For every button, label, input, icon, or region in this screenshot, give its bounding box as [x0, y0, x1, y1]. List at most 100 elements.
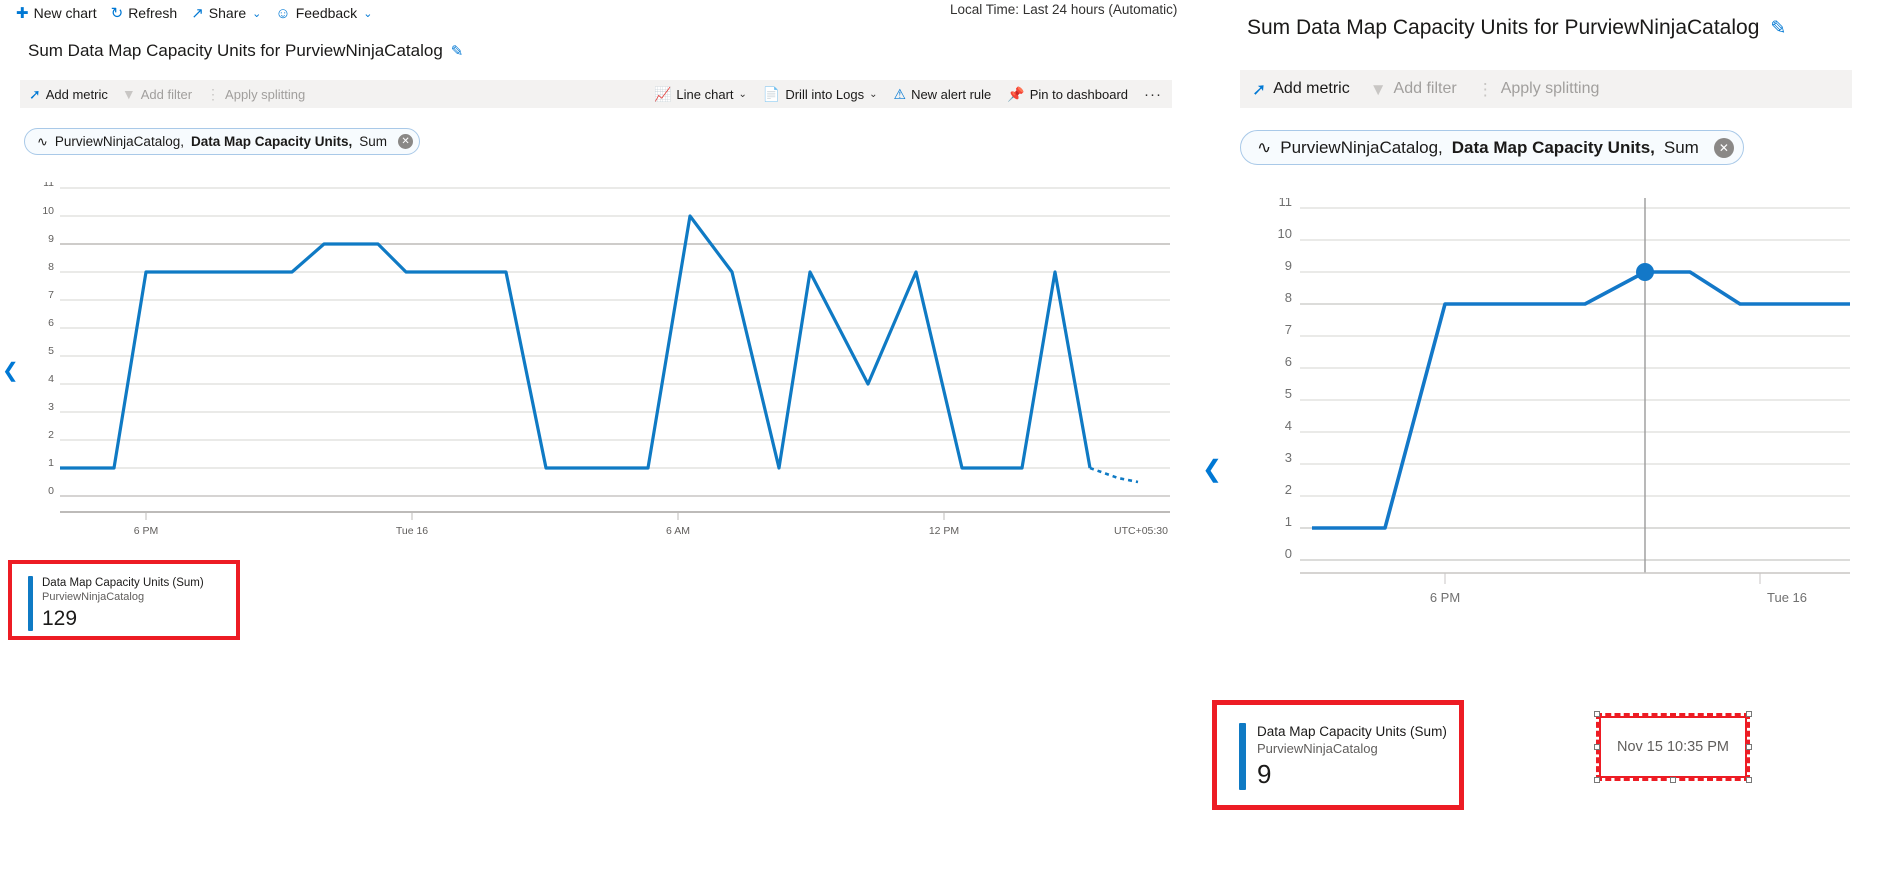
svg-text:7: 7: [48, 289, 54, 301]
add-metric-button[interactable]: ➚ Add metric: [1252, 80, 1350, 98]
add-filter-icon: ▼: [1369, 79, 1387, 99]
add-filter-button[interactable]: ▼ Add filter: [1370, 80, 1457, 98]
feedback-smiley-icon: ☺: [275, 4, 291, 22]
svg-text:1: 1: [1285, 514, 1292, 529]
right-chart[interactable]: 11 10 9 8 7 6 5 4 3 2 1 0: [1240, 194, 1852, 608]
legend-title: Data Map Capacity Units (Sum): [1257, 724, 1447, 739]
drill-into-logs-button[interactable]: 📄 Drill into Logs ⌄: [763, 87, 878, 102]
drill-logs-icon: 📄: [762, 86, 781, 102]
pin-to-dashboard-button[interactable]: 📌 Pin to dashboard: [1007, 87, 1128, 102]
selection-handle[interactable]: [1746, 711, 1752, 717]
chart-type-label: Line chart: [676, 86, 734, 102]
chart-toolbar-left: ➚ Add metric ▼ Add filter ⋮ Apply splitt…: [20, 87, 305, 102]
line-chart-icon: 📈: [653, 86, 672, 102]
apply-splitting-label: Apply splitting: [225, 86, 306, 102]
refresh-label: Refresh: [128, 5, 178, 21]
svg-text:0: 0: [1285, 546, 1292, 561]
left-chart-legend-highlight: Data Map Capacity Units (Sum) PurviewNin…: [8, 560, 240, 640]
svg-text:11: 11: [1279, 198, 1293, 209]
share-label: Share: [208, 5, 247, 21]
left-chart-y-axis-labels: 11 10 9 8 7 6 5 4 3 2 1 0: [42, 177, 54, 497]
svg-text:Tue 16: Tue 16: [1767, 590, 1807, 605]
right-chart-legend[interactable]: Data Map Capacity Units (Sum) PurviewNin…: [1239, 723, 1447, 791]
chevron-left-icon[interactable]: ❮: [2, 360, 19, 382]
svg-text:0: 0: [48, 485, 54, 497]
add-metric-label: Add metric: [45, 86, 108, 102]
apply-splitting-button[interactable]: ⋮ Apply splitting: [206, 87, 305, 102]
right-panel: Sum Data Map Capacity Units for PurviewN…: [1192, 0, 1892, 874]
svg-text:4: 4: [1285, 418, 1292, 433]
left-chart-legend[interactable]: Data Map Capacity Units (Sum) PurviewNin…: [28, 576, 204, 631]
plus-icon: ✚: [16, 4, 29, 22]
chevron-left-icon[interactable]: ❮: [1202, 456, 1223, 483]
selection-handle[interactable]: [1746, 777, 1752, 783]
svg-text:2: 2: [48, 429, 54, 441]
chart-title-row: Sum Data Map Capacity Units for PurviewN…: [28, 41, 463, 61]
pin-to-dashboard-label: Pin to dashboard: [1029, 86, 1128, 102]
apply-splitting-button[interactable]: ⋮ Apply splitting: [1477, 80, 1600, 98]
metric-chip-resource: PurviewNinjaCatalog,: [1280, 137, 1443, 157]
left-chart[interactable]: 11 10 9 8 7 6 5 4 3 2 1 0: [20, 177, 1172, 562]
new-chart-label: New chart: [33, 5, 97, 21]
feedback-button[interactable]: ☺ Feedback ⌄: [275, 5, 372, 21]
svg-text:2: 2: [1285, 482, 1292, 497]
metric-chip-aggregation: Sum: [359, 134, 388, 149]
apply-splitting-icon: ⋮: [1476, 79, 1494, 99]
apply-splitting-label: Apply splitting: [1500, 80, 1600, 97]
sparkline-icon: ∿: [37, 133, 48, 149]
svg-text:6 AM: 6 AM: [666, 525, 690, 537]
left-chart-svg: 11 10 9 8 7 6 5 4 3 2 1 0: [42, 177, 1170, 537]
time-range-picker[interactable]: Local Time: Last 24 hours (Automatic): [950, 2, 1177, 17]
selection-handle[interactable]: [1594, 744, 1600, 750]
selection-handle[interactable]: [1594, 777, 1600, 783]
svg-text:Tue 16: Tue 16: [396, 525, 428, 537]
svg-text:7: 7: [1285, 322, 1292, 337]
add-filter-label: Add filter: [140, 86, 193, 102]
share-button[interactable]: ↗ Share ⌄: [191, 5, 261, 21]
chevron-down-icon: ⌄: [363, 7, 373, 20]
more-options-button[interactable]: ···: [1144, 85, 1162, 103]
svg-text:1: 1: [48, 457, 54, 469]
selection-handle[interactable]: [1746, 744, 1752, 750]
chart-toolbar-right: 📈 Line chart ⌄ 📄 Drill into Logs ⌄ ⚠ New…: [654, 86, 1162, 103]
add-filter-label: Add filter: [1393, 80, 1457, 97]
metric-chip[interactable]: ∿ PurviewNinjaCatalog, Data Map Capacity…: [24, 128, 421, 155]
right-metric-chip[interactable]: ∿ PurviewNinjaCatalog, Data Map Capacity…: [1240, 130, 1744, 165]
pin-icon: 📌: [1007, 86, 1025, 102]
new-alert-rule-label: New alert rule: [911, 86, 992, 102]
add-filter-button[interactable]: ▼ Add filter: [122, 87, 192, 102]
pencil-icon[interactable]: ✎: [1770, 17, 1787, 39]
left-chart-gridlines: [60, 187, 1170, 497]
new-chart-button[interactable]: ✚ New chart: [16, 5, 97, 21]
selection-handle[interactable]: [1594, 711, 1600, 717]
close-icon[interactable]: ✕: [1713, 137, 1734, 158]
right-chart-legend-highlight: Data Map Capacity Units (Sum) PurviewNin…: [1212, 700, 1464, 810]
svg-text:10: 10: [42, 205, 54, 217]
legend-title: Data Map Capacity Units (Sum): [42, 577, 204, 589]
add-metric-icon: ➚: [29, 86, 41, 102]
selection-handle[interactable]: [1670, 777, 1676, 783]
svg-text:8: 8: [1285, 290, 1292, 305]
add-filter-icon: ▼: [121, 86, 136, 102]
right-chart-tooltip-highlight: Nov 15 10:35 PM: [1594, 711, 1752, 783]
svg-text:6: 6: [1285, 354, 1292, 369]
chevron-down-icon: ⌄: [252, 7, 262, 20]
refresh-icon: ↻: [110, 4, 124, 22]
chart-type-button[interactable]: 📈 Line chart ⌄: [654, 87, 747, 102]
refresh-button[interactable]: ↻ Refresh: [111, 5, 178, 21]
add-metric-button[interactable]: ➚ Add metric: [29, 87, 108, 102]
right-chart-svg: 11 10 9 8 7 6 5 4 3 2 1 0: [1278, 194, 1850, 605]
metric-chip-resource: PurviewNinjaCatalog,: [54, 134, 184, 149]
legend-value: 129: [42, 606, 78, 630]
pencil-icon[interactable]: ✎: [450, 43, 464, 60]
metric-chip-metric: Data Map Capacity Units,: [190, 134, 353, 149]
chevron-down-icon: ⌄: [869, 88, 878, 100]
legend-subtitle: PurviewNinjaCatalog: [1257, 740, 1378, 756]
new-alert-rule-button[interactable]: ⚠ New alert rule: [894, 87, 992, 102]
left-chart-series-dashed-tail: [1089, 466, 1139, 484]
close-icon[interactable]: ✕: [398, 134, 414, 149]
svg-text:10: 10: [1278, 226, 1292, 241]
chart-toolbar: ➚ Add metric ▼ Add filter ⋮ Apply splitt…: [20, 80, 1172, 108]
add-metric-label: Add metric: [1273, 80, 1350, 97]
legend-value: 9: [1257, 759, 1272, 790]
